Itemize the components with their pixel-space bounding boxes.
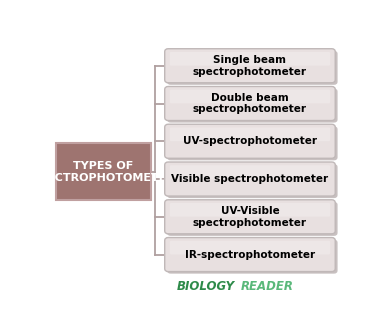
FancyBboxPatch shape [170, 165, 330, 179]
Text: BIOLOGY: BIOLOGY [177, 280, 235, 293]
FancyBboxPatch shape [167, 126, 337, 160]
FancyBboxPatch shape [170, 90, 330, 104]
Text: READER: READER [241, 280, 293, 293]
FancyBboxPatch shape [170, 127, 330, 141]
FancyBboxPatch shape [170, 52, 330, 66]
FancyBboxPatch shape [165, 86, 335, 121]
Text: UV-spectrophotometer: UV-spectrophotometer [183, 136, 317, 146]
FancyBboxPatch shape [167, 164, 337, 198]
FancyBboxPatch shape [57, 144, 152, 201]
FancyBboxPatch shape [165, 238, 335, 272]
FancyBboxPatch shape [170, 203, 330, 217]
FancyBboxPatch shape [170, 241, 330, 255]
FancyBboxPatch shape [165, 200, 335, 234]
Text: UV-Visible
spectrophotometer: UV-Visible spectrophotometer [193, 206, 307, 227]
FancyBboxPatch shape [165, 49, 335, 83]
Text: TYPES OF
SPECTROPHOTOMETER: TYPES OF SPECTROPHOTOMETER [32, 161, 176, 183]
Text: Single beam
spectrophotometer: Single beam spectrophotometer [193, 55, 307, 76]
FancyBboxPatch shape [165, 162, 335, 196]
FancyBboxPatch shape [167, 51, 337, 85]
Text: Double beam
spectrophotometer: Double beam spectrophotometer [193, 93, 307, 114]
FancyBboxPatch shape [167, 240, 337, 274]
Text: IR-spectrophotometer: IR-spectrophotometer [185, 250, 315, 260]
Text: Visible spectrophotometer: Visible spectrophotometer [171, 174, 329, 184]
FancyBboxPatch shape [167, 88, 337, 123]
FancyBboxPatch shape [165, 124, 335, 158]
FancyBboxPatch shape [167, 202, 337, 236]
FancyBboxPatch shape [56, 143, 150, 200]
